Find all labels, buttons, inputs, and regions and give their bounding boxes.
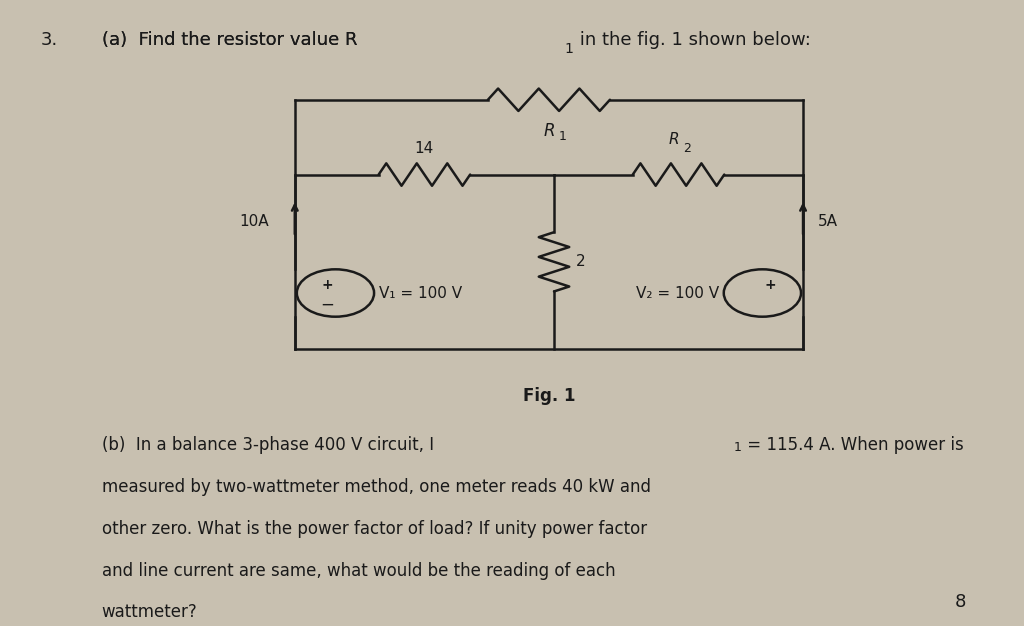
Text: 1: 1 bbox=[734, 441, 741, 454]
Text: Fig. 1: Fig. 1 bbox=[522, 386, 575, 404]
Text: (a)  Find the resistor value R: (a) Find the resistor value R bbox=[101, 31, 357, 49]
Text: 8: 8 bbox=[954, 593, 966, 611]
Text: V₂ = 100 V: V₂ = 100 V bbox=[636, 285, 719, 300]
Text: wattmeter?: wattmeter? bbox=[101, 603, 198, 622]
Text: measured by two-wattmeter method, one meter reads 40 kW and: measured by two-wattmeter method, one me… bbox=[101, 478, 650, 496]
Text: R: R bbox=[543, 121, 555, 140]
Text: 3.: 3. bbox=[41, 31, 58, 49]
Text: and line current are same, what would be the reading of each: and line current are same, what would be… bbox=[101, 562, 615, 580]
Text: 2: 2 bbox=[683, 141, 690, 155]
Text: 5A: 5A bbox=[818, 215, 839, 230]
Text: 14: 14 bbox=[415, 141, 434, 156]
Text: 2: 2 bbox=[577, 254, 586, 269]
Text: (b)  In a balance 3-phase 400 V circuit, I: (b) In a balance 3-phase 400 V circuit, … bbox=[101, 436, 434, 454]
Text: +: + bbox=[765, 278, 776, 292]
Text: other zero. What is the power factor of load? If unity power factor: other zero. What is the power factor of … bbox=[101, 520, 647, 538]
Text: in the fig. 1 shown below:: in the fig. 1 shown below: bbox=[574, 31, 811, 49]
Text: +: + bbox=[322, 278, 333, 292]
Text: −: − bbox=[321, 295, 334, 313]
Text: 10A: 10A bbox=[240, 215, 269, 230]
Text: = 115.4 A. When power is: = 115.4 A. When power is bbox=[742, 436, 964, 454]
Text: 1: 1 bbox=[558, 130, 566, 143]
Text: (a)  Find the resistor value R: (a) Find the resistor value R bbox=[101, 31, 357, 49]
Text: V₁ = 100 V: V₁ = 100 V bbox=[379, 285, 462, 300]
Text: 1: 1 bbox=[564, 43, 573, 56]
Text: R: R bbox=[668, 131, 679, 146]
